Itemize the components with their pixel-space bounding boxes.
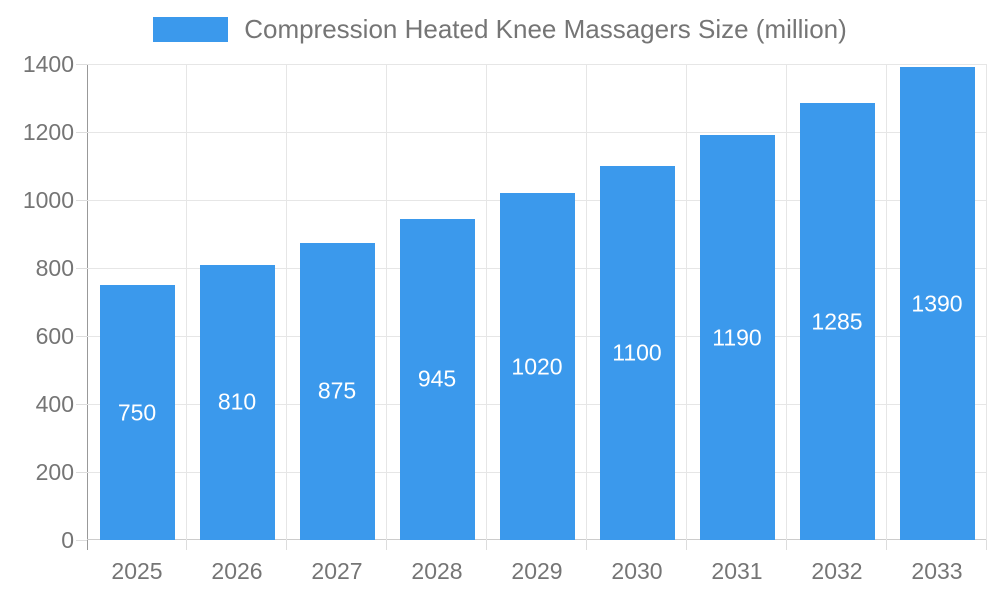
y-axis-label: 600: [35, 323, 74, 349]
y-axis-label: 1400: [22, 51, 74, 77]
y-axis-tick: [76, 200, 87, 201]
y-axis-tick: [76, 132, 87, 133]
bar-2030: 1100: [599, 166, 675, 540]
y-axis-label: 200: [35, 459, 74, 485]
x-axis-label: 2025: [111, 558, 163, 584]
bar-value-label: 810: [217, 388, 257, 415]
bar-value-label: 1390: [911, 290, 963, 317]
gridline-vertical: [286, 64, 287, 540]
gridline-vertical: [786, 64, 787, 540]
x-axis-tick: [686, 540, 687, 550]
bar-2032: 1285: [799, 103, 875, 540]
gridline-vertical: [686, 64, 687, 540]
x-axis-tick: [186, 540, 187, 550]
legend-swatch: [153, 17, 229, 42]
bar-value-label: 1100: [612, 339, 662, 366]
bar-2025: 750: [99, 285, 175, 540]
gridline-vertical: [386, 64, 387, 540]
x-axis-label: 2029: [511, 558, 563, 584]
y-axis-label: 0: [61, 527, 74, 553]
bar-2031: 1190: [699, 135, 775, 540]
bar-2033: 1390: [899, 67, 975, 540]
gridline-vertical: [986, 64, 987, 540]
y-axis-tick: [76, 64, 87, 65]
bar-2026: 810: [199, 264, 275, 540]
x-axis-tick: [486, 540, 487, 550]
bar-value-label: 945: [417, 365, 457, 392]
bar-value-label: 1020: [511, 353, 563, 380]
x-axis-label: 2033: [911, 558, 963, 584]
gridline-vertical: [886, 64, 887, 540]
bar-value-label: 1285: [811, 308, 863, 335]
y-axis-tick: [76, 540, 87, 541]
x-axis-tick: [386, 540, 387, 550]
y-axis-tick: [76, 268, 87, 269]
plot-area: 750 810 875 945 1020 1100 1190 1285 1390: [87, 64, 987, 540]
x-axis-label: 2026: [211, 558, 263, 584]
y-axis-label: 1000: [22, 187, 74, 213]
y-axis-line: [87, 64, 88, 550]
x-axis-tick: [886, 540, 887, 550]
gridline-vertical: [186, 64, 187, 540]
gridline-vertical: [586, 64, 587, 540]
x-axis-tick: [786, 540, 787, 550]
x-axis-label: 2030: [611, 558, 663, 584]
gridline-horizontal: [87, 64, 987, 65]
y-axis-label: 1200: [22, 119, 74, 145]
x-axis-label: 2032: [811, 558, 863, 584]
bar-2028: 945: [399, 218, 475, 540]
y-axis-label: 400: [35, 391, 74, 417]
x-axis-label: 2028: [411, 558, 463, 584]
gridline-horizontal: [87, 132, 987, 133]
bar-value-label: 1190: [712, 324, 762, 351]
y-axis-tick: [76, 336, 87, 337]
x-axis-tick: [586, 540, 587, 550]
bar-2029: 1020: [499, 193, 575, 540]
x-axis-label: 2027: [311, 558, 363, 584]
legend-label: Compression Heated Knee Massagers Size (…: [244, 14, 847, 44]
y-axis-tick: [76, 472, 87, 473]
legend: Compression Heated Knee Massagers Size (…: [0, 14, 1000, 45]
y-axis-tick: [76, 404, 87, 405]
bar-2027: 875: [299, 242, 375, 540]
bar-value-label: 750: [117, 399, 157, 425]
x-axis-tick: [986, 540, 987, 550]
y-axis-label: 800: [35, 255, 74, 281]
bar-value-label: 875: [317, 377, 357, 404]
gridline-vertical: [486, 64, 487, 540]
x-axis-tick: [286, 540, 287, 550]
x-axis-label: 2031: [711, 558, 763, 584]
